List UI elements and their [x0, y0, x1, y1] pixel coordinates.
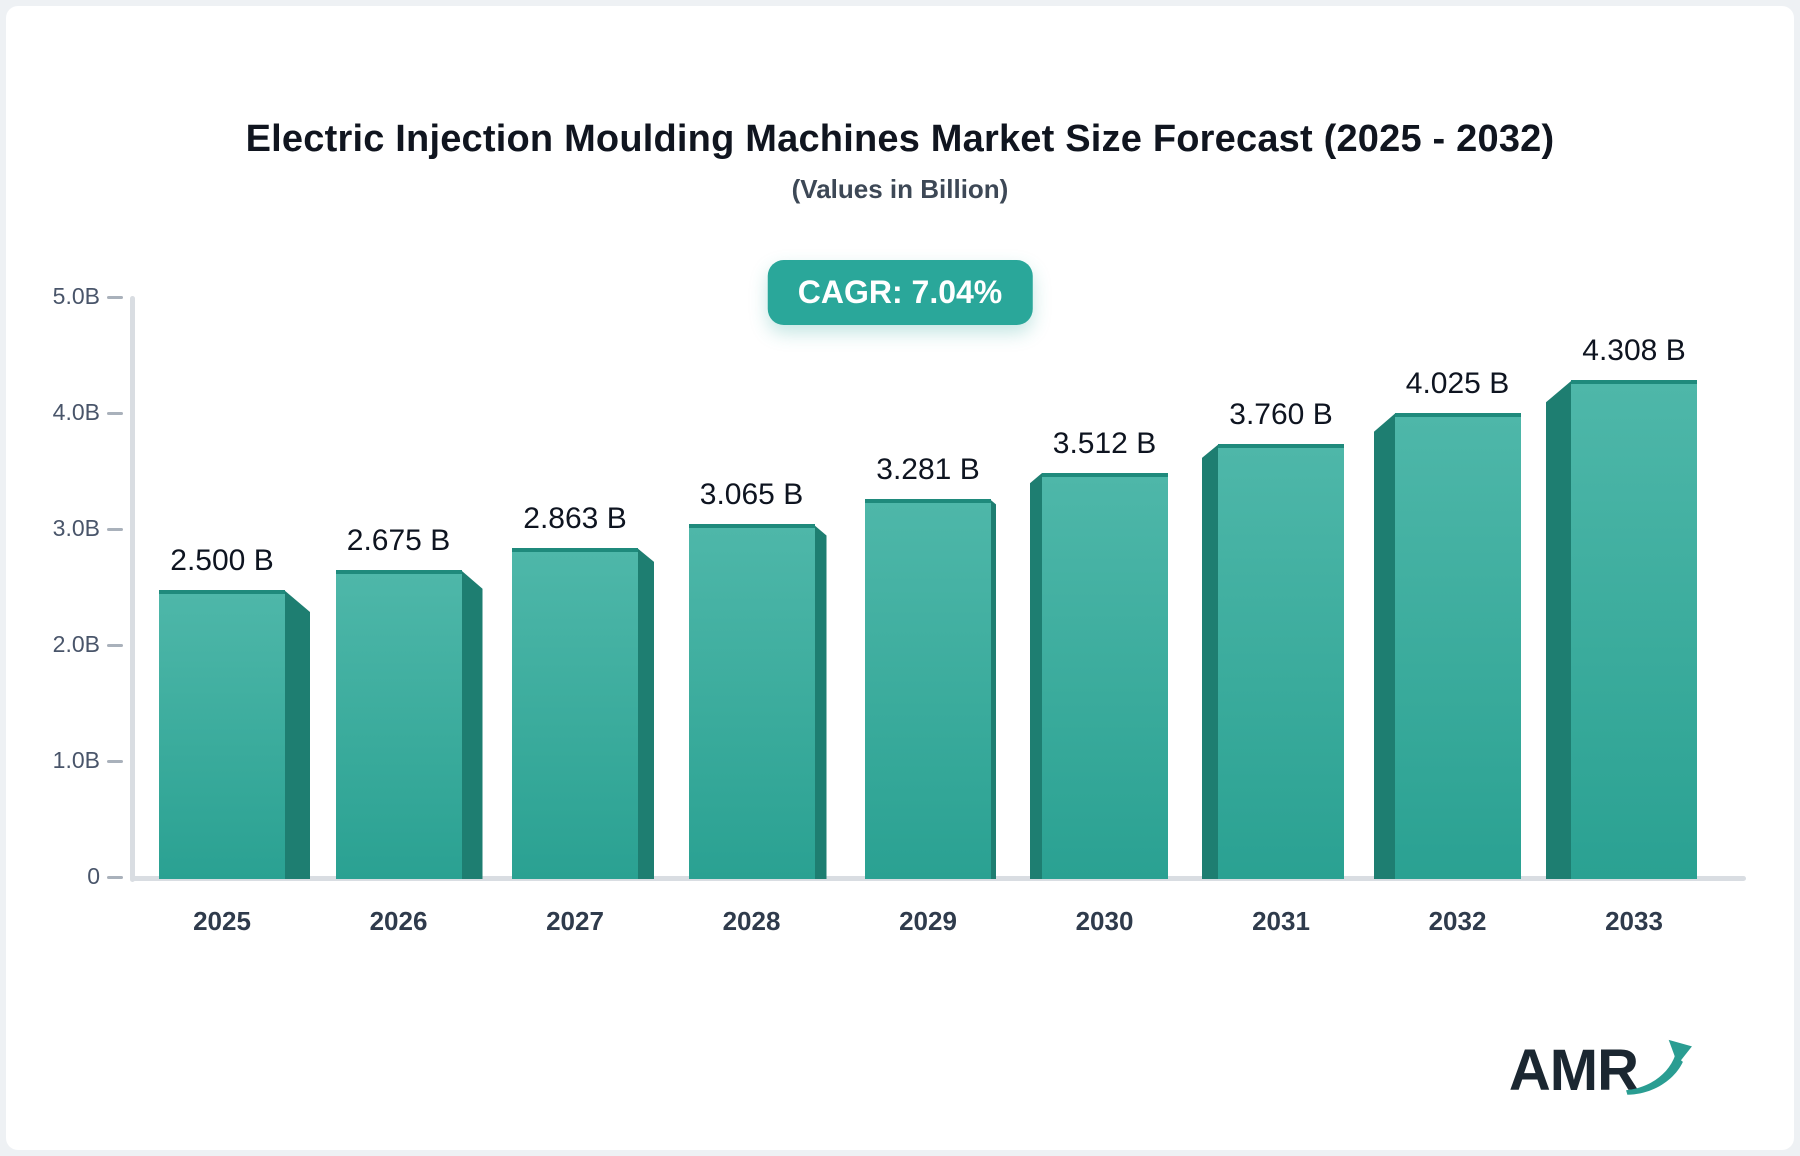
x-axis-category-label: 2029 — [899, 906, 957, 936]
y-axis-tick-label: 2.0B — [52, 631, 100, 657]
amr-logo: AMR — [1508, 1038, 1696, 1103]
chart-title: Electric Injection Moulding Machines Mar… — [245, 118, 1555, 160]
bar-side-face — [460, 569, 483, 879]
y-axis-tick-mark — [107, 528, 123, 531]
bar-2029[interactable] — [865, 499, 991, 879]
chart-subtitle: (Values in Billion) — [791, 174, 1009, 204]
y-axis-tick-label: 5.0B — [52, 283, 100, 309]
bar-2030[interactable] — [1041, 472, 1168, 879]
x-axis-category-label: 2028 — [722, 906, 781, 936]
bar-value-label: 4.025 B — [1405, 367, 1510, 401]
bar-value-label: 3.760 B — [1229, 397, 1333, 431]
bar-side-face — [637, 547, 654, 879]
bar-2033[interactable] — [1571, 380, 1697, 879]
x-axis-category-label: 2033 — [1605, 906, 1663, 936]
plot-area: 5.0B 4.0B 3.0B 2.0B 1.0B 0 2.500 B 2025 2.675 B 2… — [6, 6, 1794, 1150]
bar-2026[interactable] — [335, 569, 462, 879]
bar-2025[interactable] — [159, 590, 285, 879]
bar-side-face — [284, 590, 310, 879]
bar-value-label: 3.281 B — [876, 453, 980, 487]
bar-side-face — [1029, 472, 1043, 879]
bar-2032[interactable] — [1394, 413, 1521, 879]
bar-value-label: 2.500 B — [170, 544, 274, 577]
x-axis-category-label: 2030 — [1075, 906, 1134, 936]
y-axis-tick-label: 4.0B — [52, 399, 100, 425]
chart-card: Electric Injection Moulding Machines Mar… — [6, 6, 1794, 1150]
y-axis-tick-mark — [107, 644, 123, 647]
bar-side-face — [990, 499, 996, 879]
bar-value-label: 2.675 B — [346, 523, 451, 557]
y-axis-tick-mark — [107, 760, 123, 763]
y-axis-tick-label: 0 — [87, 863, 100, 889]
y-axis-line — [130, 296, 135, 882]
x-axis-category-label: 2026 — [369, 906, 428, 936]
amr-logo-text: AMR — [1508, 1038, 1639, 1103]
x-axis-category-label: 2031 — [1252, 906, 1310, 936]
bar-value-label: 3.512 B — [1052, 426, 1157, 460]
bar-2031[interactable] — [1218, 443, 1344, 879]
x-axis-category-label: 2032 — [1428, 906, 1487, 936]
bar-side-face — [1202, 443, 1219, 879]
y-axis-tick-label: 3.0B — [52, 515, 100, 541]
bar-value-label: 2.863 B — [523, 501, 627, 535]
bar-side-face — [1373, 413, 1396, 879]
bar-2028[interactable] — [688, 524, 815, 879]
growth-arrow-icon — [1626, 1039, 1692, 1095]
bar-value-label: 3.065 B — [699, 478, 804, 512]
bar-value-label: 4.308 B — [1582, 334, 1686, 368]
bar-side-face — [1546, 380, 1572, 879]
bar-2027[interactable] — [512, 547, 638, 879]
y-axis-tick-mark — [107, 876, 123, 879]
x-axis-category-label: 2025 — [193, 906, 251, 936]
x-axis-category-label: 2027 — [546, 906, 604, 936]
y-axis-tick-mark — [107, 412, 123, 415]
bar-side-face — [813, 524, 827, 879]
cagr-badge: CAGR: 7.04% — [767, 260, 1033, 325]
y-axis-tick-mark — [107, 296, 123, 299]
y-axis-tick-label: 1.0B — [52, 747, 100, 773]
